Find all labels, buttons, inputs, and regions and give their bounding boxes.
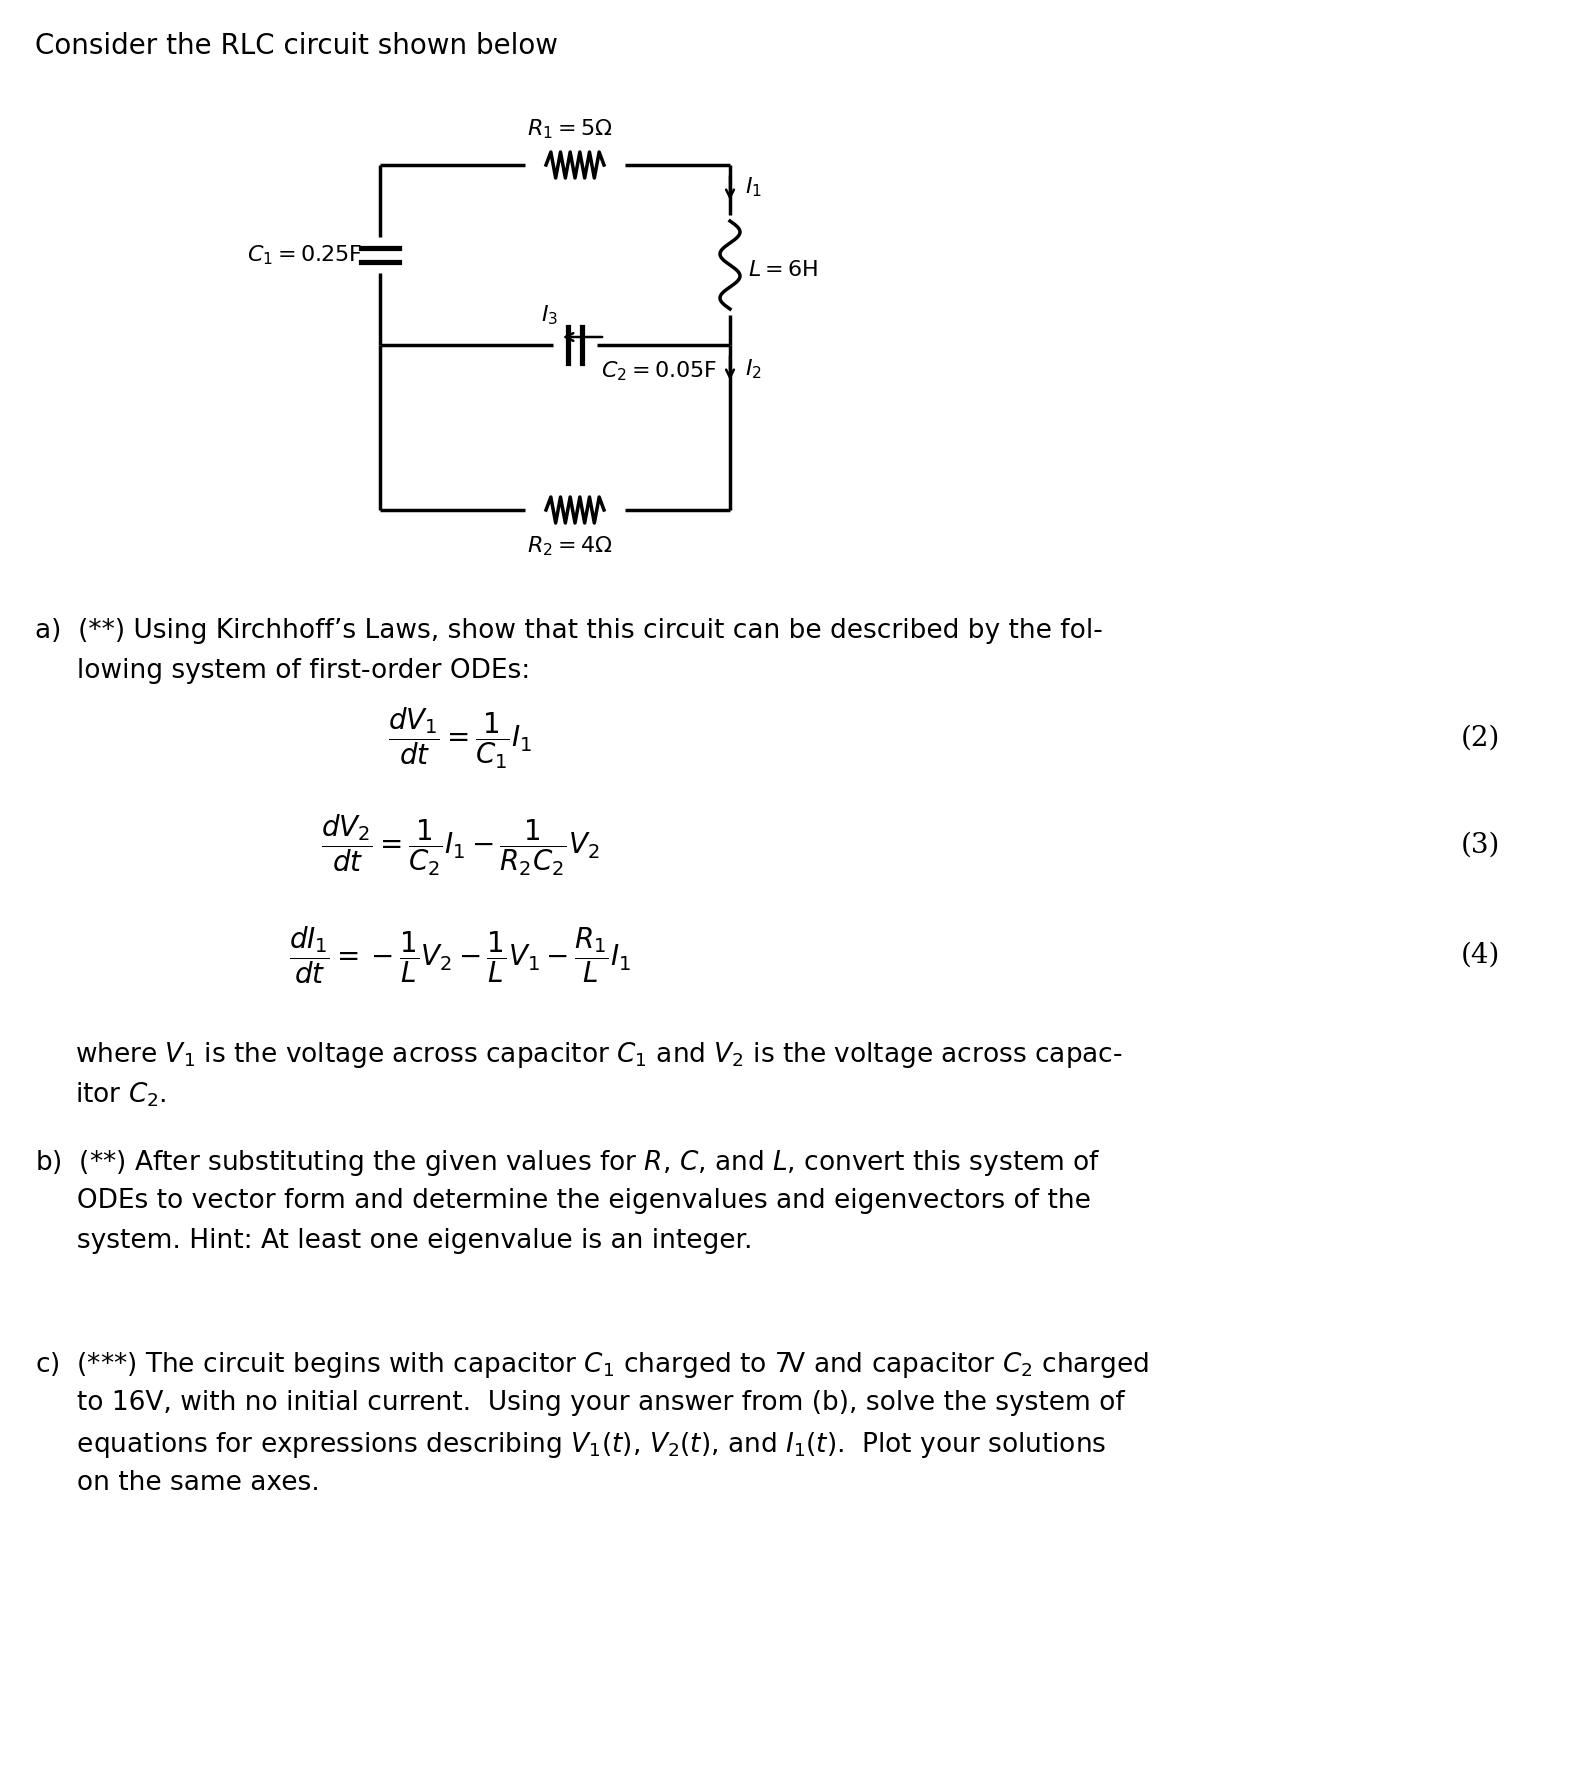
Text: itor $C_2$.: itor $C_2$. [76,1081,167,1109]
Text: $\dfrac{dI_1}{dt} = -\dfrac{1}{L}V_2 - \dfrac{1}{L}V_1 - \dfrac{R_1}{L}I_1$: $\dfrac{dI_1}{dt} = -\dfrac{1}{L}V_2 - \… [288,925,630,986]
Text: $I_2$: $I_2$ [745,357,761,382]
Text: where $V_1$ is the voltage across capacitor $C_1$ and $V_2$ is the voltage acros: where $V_1$ is the voltage across capaci… [76,1039,1122,1070]
Text: lowing system of first-order ODEs:: lowing system of first-order ODEs: [35,658,530,685]
Text: system. Hint: At least one eigenvalue is an integer.: system. Hint: At least one eigenvalue is… [35,1228,752,1254]
Text: $R_2 = 4\Omega$: $R_2 = 4\Omega$ [528,534,613,557]
Text: $\dfrac{dV_2}{dt} = \dfrac{1}{C_2}I_1 - \dfrac{1}{R_2C_2}V_2$: $\dfrac{dV_2}{dt} = \dfrac{1}{C_2}I_1 - … [322,812,599,878]
Text: to 16V, with no initial current.  Using your answer from (b), solve the system o: to 16V, with no initial current. Using y… [35,1391,1125,1416]
Text: $\dfrac{dV_1}{dt} = \dfrac{1}{C_1}I_1$: $\dfrac{dV_1}{dt} = \dfrac{1}{C_1}I_1$ [388,706,533,771]
Text: $L = 6\mathrm{H}$: $L = 6\mathrm{H}$ [749,260,818,281]
Text: ODEs to vector form and determine the eigenvalues and eigenvectors of the: ODEs to vector form and determine the ei… [35,1188,1091,1213]
Text: on the same axes.: on the same axes. [35,1469,320,1496]
Text: (2): (2) [1461,724,1500,751]
Text: c)  (***) The circuit begins with capacitor $C_1$ charged to 7V and capacitor $C: c) (***) The circuit begins with capacit… [35,1349,1149,1380]
Text: $C_2 = 0.05\mathrm{F}$: $C_2 = 0.05\mathrm{F}$ [600,358,717,383]
Text: (3): (3) [1461,831,1500,858]
Text: $I_3$: $I_3$ [542,303,558,326]
Text: $C_1 = 0.25\mathrm{F}$: $C_1 = 0.25\mathrm{F}$ [247,244,362,267]
Text: $R_1 = 5\Omega$: $R_1 = 5\Omega$ [528,116,613,142]
Text: (4): (4) [1461,941,1500,968]
Text: Consider the RLC circuit shown below: Consider the RLC circuit shown below [35,32,558,59]
Text: a)  (**) Using Kirchhoff’s Laws, show that this circuit can be described by the : a) (**) Using Kirchhoff’s Laws, show tha… [35,618,1103,643]
Text: $I_1$: $I_1$ [745,176,761,199]
Text: equations for expressions describing $V_1(t)$, $V_2(t)$, and $I_1(t)$.  Plot you: equations for expressions describing $V_… [35,1430,1106,1460]
Text: b)  (**) After substituting the given values for $R$, $C$, and $L$, convert this: b) (**) After substituting the given val… [35,1149,1100,1177]
